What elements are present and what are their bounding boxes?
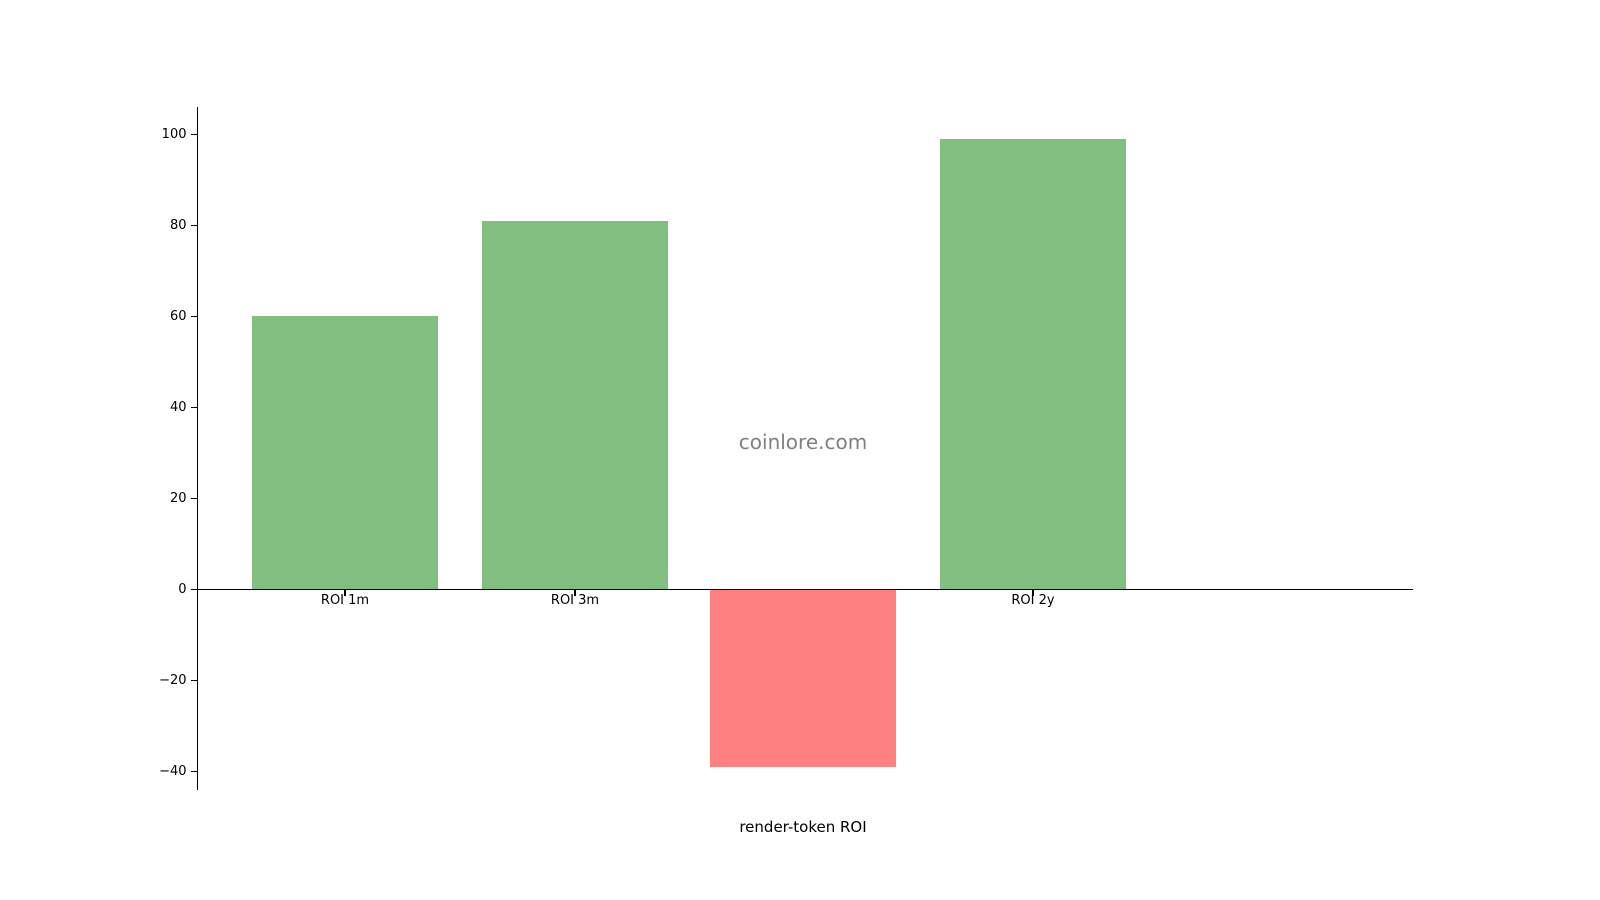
bar-0 — [252, 316, 438, 590]
bar-2 — [710, 589, 896, 768]
y-tick-label: 100 — [161, 126, 187, 142]
y-tick-mark — [190, 224, 197, 227]
y-tick-mark — [190, 406, 197, 409]
y-tick-mark — [190, 497, 197, 500]
y-tick-label: −40 — [159, 764, 187, 780]
x-tick-mark — [574, 589, 576, 596]
y-tick-label: 80 — [169, 217, 187, 233]
y-tick-mark — [190, 315, 197, 318]
y-axis-spine — [196, 107, 198, 790]
y-tick-label: 40 — [169, 400, 187, 416]
y-tick-label: 0 — [178, 582, 187, 598]
x-tick-label: ROI 1m — [320, 592, 370, 608]
chart-title: render-token ROI — [739, 818, 867, 836]
x-tick-mark — [1032, 589, 1034, 596]
x-tick-label: ROI 3m — [550, 592, 600, 608]
watermark-text: coinlore.com — [738, 430, 868, 454]
y-tick-mark — [190, 771, 197, 773]
y-tick-label: 60 — [169, 308, 187, 324]
y-tick-mark — [190, 588, 197, 591]
bar-3 — [940, 138, 1126, 590]
bar-1 — [482, 220, 668, 590]
y-tick-mark — [190, 133, 197, 135]
y-tick-mark — [190, 680, 197, 682]
x-axis-line — [196, 588, 1413, 591]
y-tick-label: 20 — [169, 491, 187, 507]
x-tick-mark — [344, 589, 346, 596]
y-tick-label: −20 — [159, 673, 187, 689]
x-tick-label: ROI 2y — [1011, 592, 1055, 608]
